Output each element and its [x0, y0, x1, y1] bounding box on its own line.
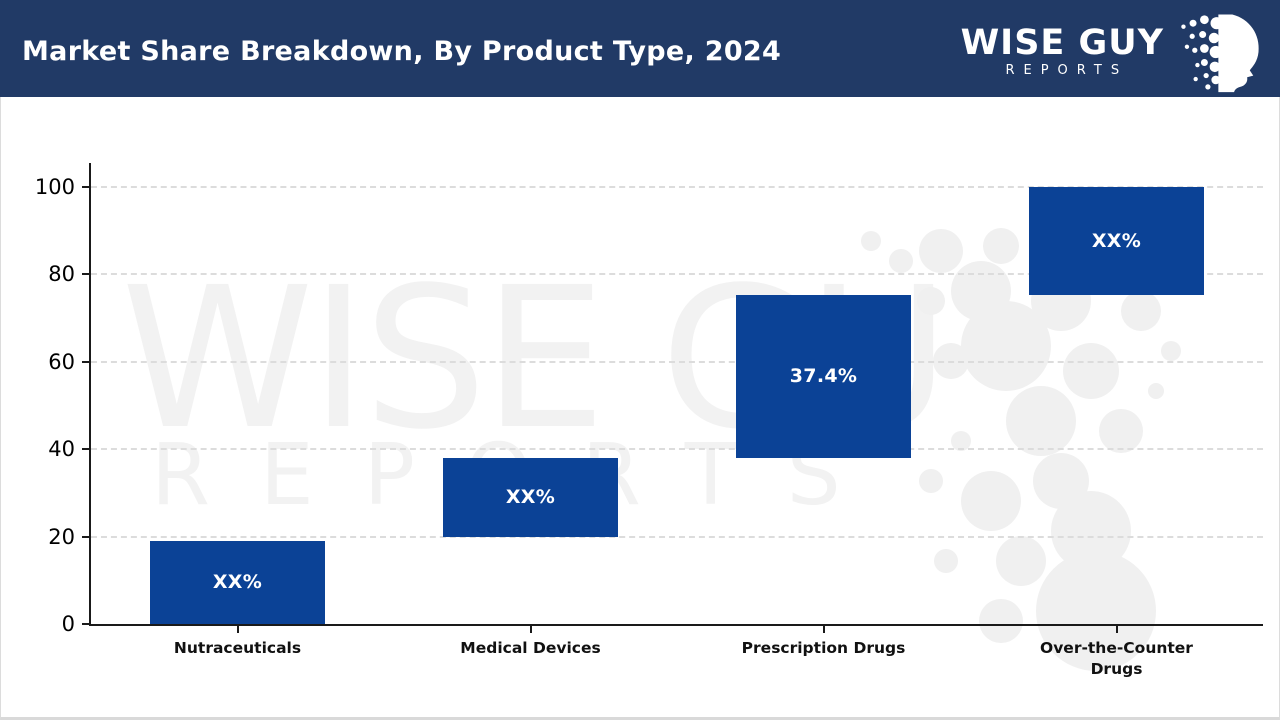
bar-nutraceuticals: XX%	[149, 540, 326, 624]
x-tick-over-the-counter-drugs	[1115, 626, 1118, 633]
wiseguy-logo-text: WISE GUY REPORTS	[960, 23, 1164, 78]
y-tick-100	[82, 186, 89, 189]
y-tick-0	[82, 623, 89, 625]
gridline-20	[91, 535, 1263, 538]
gridline-40	[91, 448, 1263, 451]
bar-value-label-over-the-counter-drugs: XX%	[1091, 229, 1142, 252]
x-axis-label-nutraceuticals: Nutraceuticals	[173, 639, 302, 657]
bar-prescription-drugs: 37.4%	[735, 294, 912, 458]
bar-value-label-medical-devices: XX%	[505, 486, 556, 509]
bar-value-label-nutraceuticals: XX%	[212, 571, 263, 594]
bar-medical-devices: XX%	[442, 457, 619, 537]
plot-area: 0 20 40 60 80 100 XX% Nutraceuticals XX% Medical …	[35, 163, 1263, 678]
x-axis-label-medical-devices: Medical Devices	[460, 639, 601, 657]
y-tick-80	[82, 273, 89, 276]
y-tick-label-100: 100	[34, 175, 75, 200]
y-tick-label-60: 60	[48, 349, 75, 374]
header: Market Share Breakdown, By Product Type,…	[0, 0, 1280, 97]
wiseguy-logo: WISE GUY REPORTS	[961, 9, 1262, 95]
chart-area: WISE GU REPORTS 020406080100XX%Nutraceut…	[0, 97, 1280, 720]
wiseguy-head-icon	[1181, 13, 1259, 92]
watermark-dots	[861, 226, 1181, 671]
x-axis-label-prescription-drugs: Prescription Drugs	[741, 639, 906, 657]
bar-over-the-counter-drugs: XX%	[1028, 187, 1205, 295]
y-tick-label-40: 40	[48, 437, 75, 462]
bar-value-label-prescription-drugs: 37.4%	[789, 365, 858, 388]
logo-wordmark: WISE GUY	[960, 23, 1164, 63]
y-tick-label-20: 20	[48, 524, 75, 549]
gridline-100	[91, 186, 1263, 189]
y-tick-label-0: 0	[61, 612, 75, 636]
page-title: Market Share Breakdown, By Product Type,…	[22, 36, 782, 67]
x-tick-prescription-drugs	[822, 626, 825, 633]
x-axis-label-over-the-counter-drugs: Over-the-Counter Drugs	[1040, 639, 1193, 678]
gridline-80	[91, 273, 1263, 276]
y-tick-20	[82, 535, 89, 538]
x-tick-nutraceuticals	[236, 626, 239, 633]
x-tick-medical-devices	[529, 626, 532, 633]
logo-subtitle: REPORTS	[1005, 63, 1129, 78]
gridline-60	[91, 360, 1263, 363]
y-tick-label-80: 80	[48, 262, 75, 287]
y-tick-60	[82, 360, 89, 363]
y-tick-40	[82, 448, 89, 451]
